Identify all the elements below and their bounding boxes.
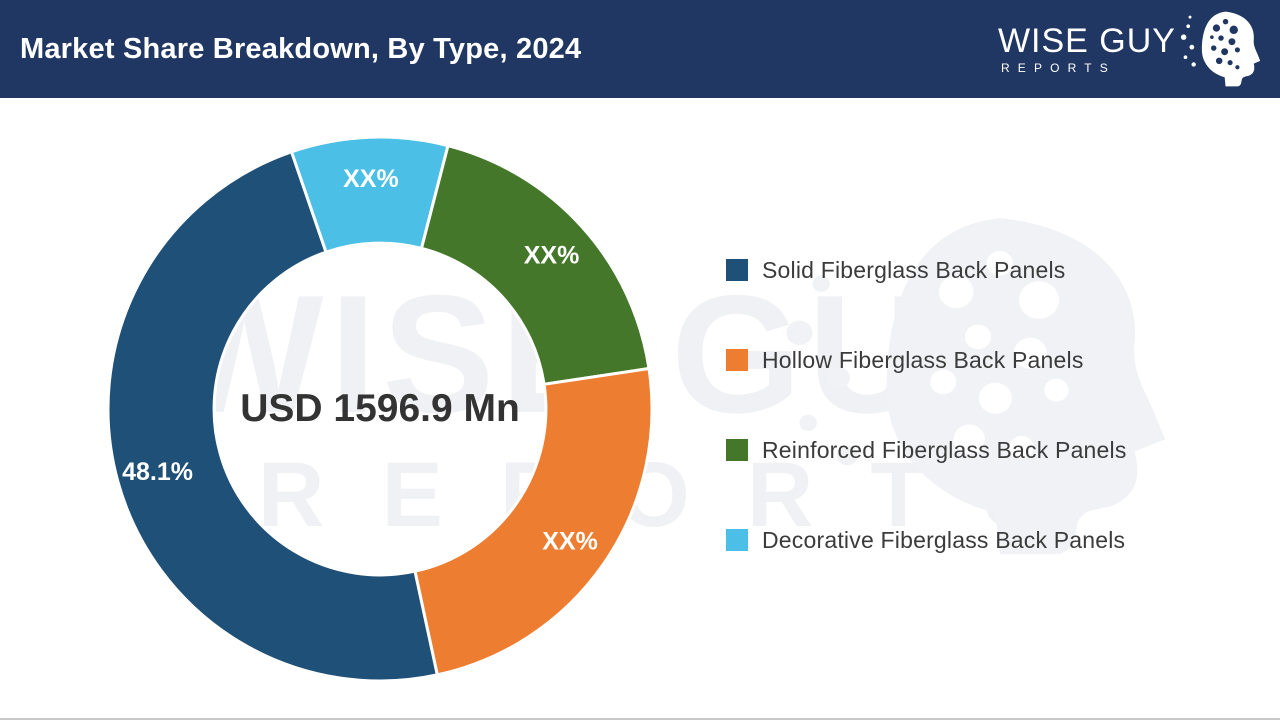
- legend-item: Solid Fiberglass Back Panels: [726, 225, 1127, 315]
- legend-item: Decorative Fiberglass Back Panels: [726, 495, 1127, 585]
- donut-segment: [419, 144, 651, 386]
- legend-item-label: Solid Fiberglass Back Panels: [762, 256, 1066, 283]
- legend-item-label: Reinforced Fiberglass Back Panels: [762, 436, 1127, 463]
- legend-swatch: [726, 259, 748, 281]
- slice-label: XX%: [542, 527, 598, 555]
- slice-label: 48.1%: [122, 458, 193, 486]
- slice-label: XX%: [524, 241, 580, 269]
- slice-label: XX%: [343, 165, 399, 193]
- chart-area: WISE GUY REPORTS XX% XX% XX% 48.1% USD 1596…: [0, 98, 1280, 718]
- legend-swatch: [726, 349, 748, 371]
- donut-segment: [413, 367, 654, 677]
- legend-swatch: [726, 439, 748, 461]
- legend-item: Hollow Fiberglass Back Panels: [726, 315, 1127, 405]
- logo-wordmark: WISE GUY: [997, 22, 1176, 60]
- legend-swatch: [726, 529, 748, 551]
- legend-item-label: Hollow Fiberglass Back Panels: [762, 346, 1084, 373]
- legend-item-label: Decorative Fiberglass Back Panels: [762, 526, 1126, 553]
- logo-text: WISE GUY REPORTS: [998, 24, 1176, 74]
- legend: Solid Fiberglass Back Panels Hollow Fibe…: [726, 225, 1127, 585]
- donut-segment: [106, 150, 439, 683]
- donut-chart: XX% XX% XX% 48.1%: [106, 135, 654, 683]
- header-bar: Market Share Breakdown, By Type, 2024 WI…: [0, 0, 1280, 98]
- watermark-head-icon: [786, 218, 1166, 554]
- wiseguy-logo: WISE GUY REPORTS: [998, 9, 1262, 89]
- page-title: Market Share Breakdown, By Type, 2024: [20, 32, 582, 65]
- legend-item: Reinforced Fiberglass Back Panels: [726, 405, 1127, 495]
- logo-head-icon: [1180, 11, 1261, 87]
- chart-center-value: USD 1596.9 Mn: [240, 387, 520, 430]
- logo-subtitle: REPORTS: [1000, 61, 1116, 75]
